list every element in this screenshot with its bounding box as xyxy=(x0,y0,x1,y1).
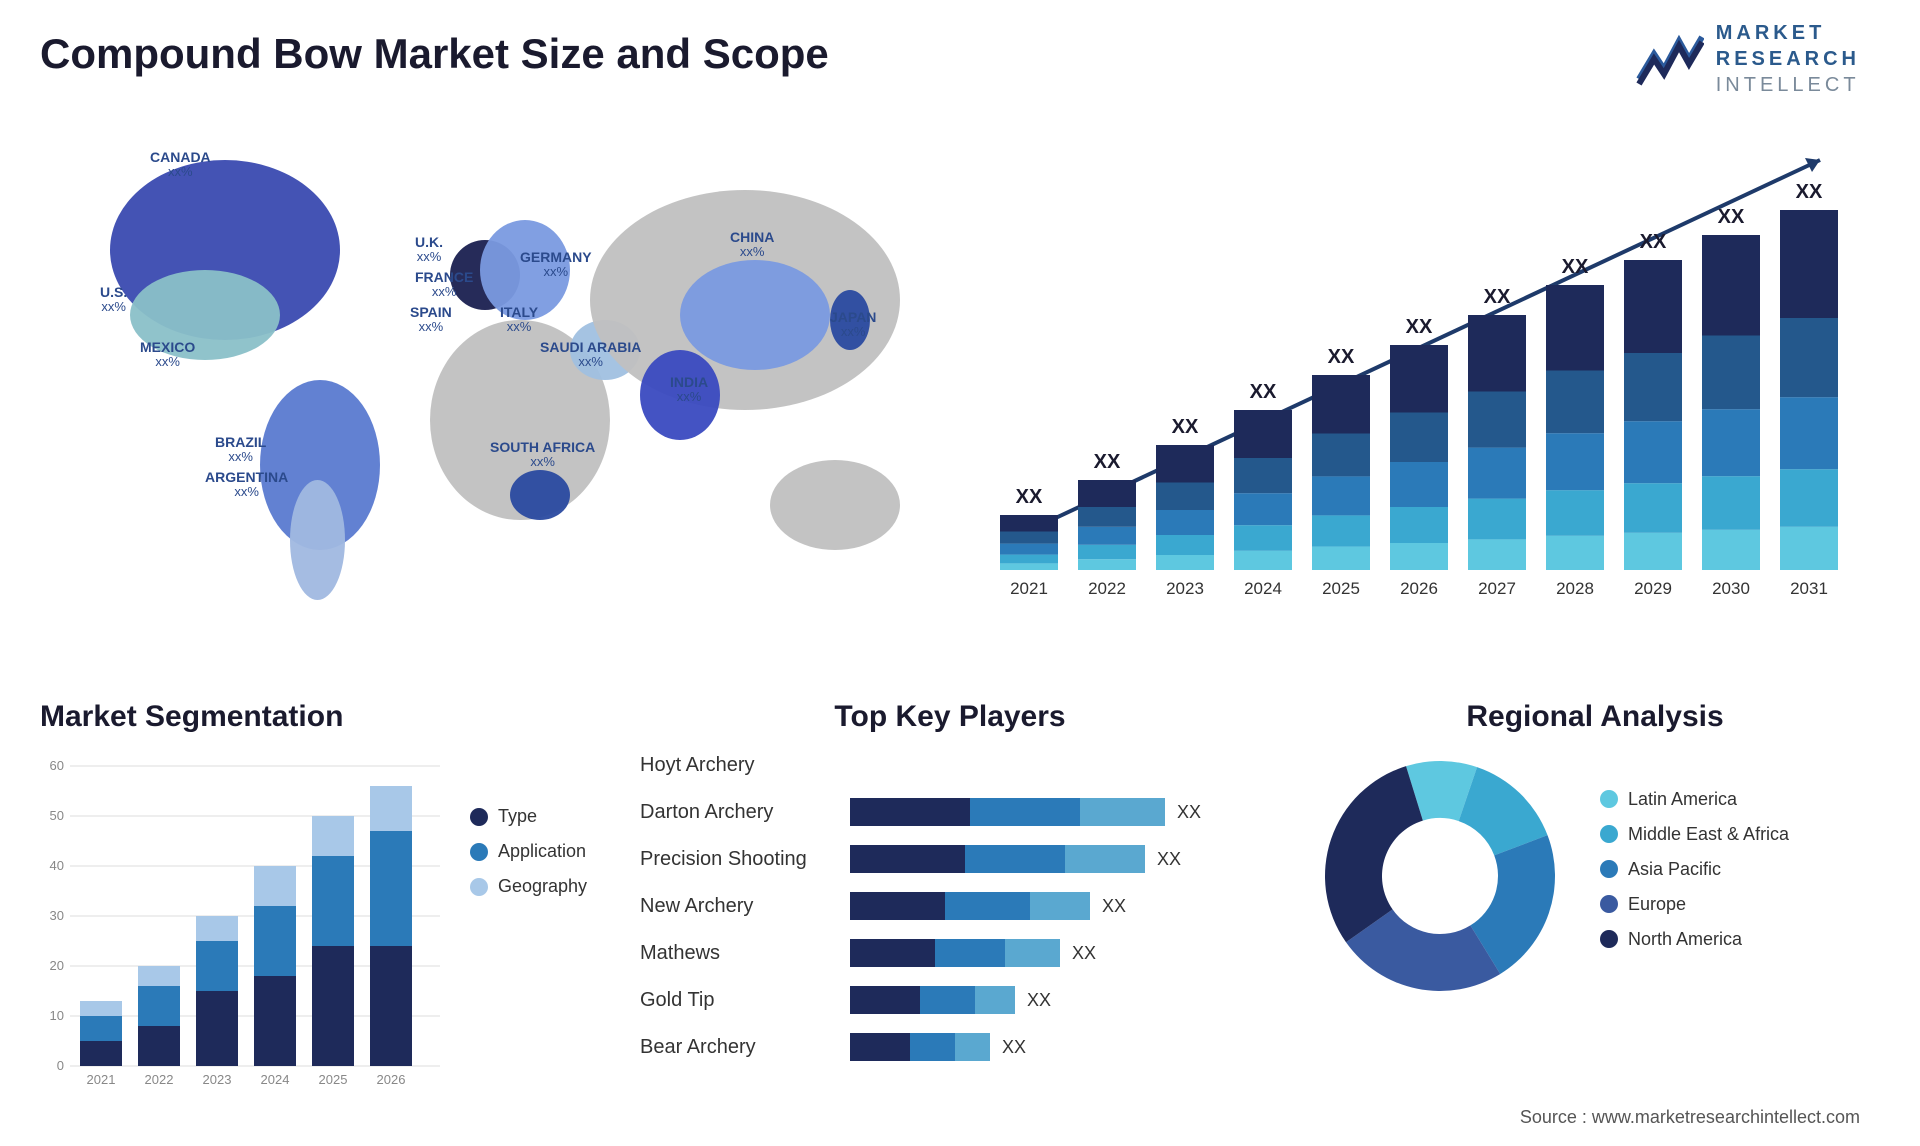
map-label-italy: ITALYxx% xyxy=(500,305,538,335)
svg-text:2023: 2023 xyxy=(203,1072,232,1086)
map-label-south-africa: SOUTH AFRICAxx% xyxy=(490,440,595,470)
page-title: Compound Bow Market Size and Scope xyxy=(40,30,829,78)
svg-text:2026: 2026 xyxy=(1400,579,1438,598)
kp-row-mathews: MathewsXX xyxy=(640,934,1260,972)
map-label-argentina: ARGENTINAxx% xyxy=(205,470,288,500)
map-label-germany: GERMANYxx% xyxy=(520,250,592,280)
reg-legend-europe: Europe xyxy=(1600,894,1789,915)
segmentation-legend: Type Application Geography xyxy=(470,806,587,911)
regional-section: Regional Analysis Latin America Middle Ea… xyxy=(1310,700,1880,1110)
svg-text:30: 30 xyxy=(50,908,64,923)
svg-text:40: 40 xyxy=(50,858,64,873)
svg-text:XX: XX xyxy=(1640,231,1667,253)
keyplayers-chart: Hoyt Archery Darton ArcheryXX Precision Sh… xyxy=(640,746,1260,1066)
svg-text:2021: 2021 xyxy=(87,1072,116,1086)
kp-row-new-archery: New ArcheryXX xyxy=(640,887,1260,925)
svg-text:XX: XX xyxy=(1484,286,1511,308)
reg-legend-asia-pacific: Asia Pacific xyxy=(1600,859,1789,880)
svg-text:60: 60 xyxy=(50,758,64,773)
svg-text:XX: XX xyxy=(1172,416,1199,438)
kp-row-gold-tip: Gold TipXX xyxy=(640,981,1260,1019)
svg-text:XX: XX xyxy=(1718,206,1745,228)
logo-icon xyxy=(1634,29,1704,89)
svg-text:2031: 2031 xyxy=(1790,579,1828,598)
svg-text:20: 20 xyxy=(50,958,64,973)
reg-legend-middle-east-africa: Middle East & Africa xyxy=(1600,824,1789,845)
svg-text:XX: XX xyxy=(1094,451,1121,473)
svg-text:10: 10 xyxy=(50,1008,64,1023)
svg-text:2024: 2024 xyxy=(261,1072,290,1086)
svg-text:XX: XX xyxy=(1796,181,1823,203)
svg-text:2028: 2028 xyxy=(1556,579,1594,598)
kp-row-darton-archery: Darton ArcheryXX xyxy=(640,793,1260,831)
source-citation: Source : www.marketresearchintellect.com xyxy=(1520,1107,1860,1128)
reg-legend-north-america: North America xyxy=(1600,929,1789,950)
brand-logo: MARKET RESEARCH INTELLECT xyxy=(1634,20,1860,98)
map-label-spain: SPAINxx% xyxy=(410,305,452,335)
map-label-india: INDIAxx% xyxy=(670,375,708,405)
map-label-saudi-arabia: SAUDI ARABIAxx% xyxy=(540,340,641,370)
map-label-canada: CANADAxx% xyxy=(150,150,211,180)
svg-text:2024: 2024 xyxy=(1244,579,1282,598)
svg-text:2023: 2023 xyxy=(1166,579,1204,598)
svg-text:2027: 2027 xyxy=(1478,579,1516,598)
map-label-france: FRANCExx% xyxy=(415,270,473,300)
svg-text:XX: XX xyxy=(1406,316,1433,338)
svg-text:2025: 2025 xyxy=(319,1072,348,1086)
svg-text:2029: 2029 xyxy=(1634,579,1672,598)
svg-text:2026: 2026 xyxy=(377,1072,406,1086)
svg-text:XX: XX xyxy=(1328,346,1355,368)
segmentation-title: Market Segmentation xyxy=(40,700,600,734)
segmentation-section: Market Segmentation 0 10 20 30 40 50 60 2021 202… xyxy=(40,700,600,1110)
map-label-mexico: MEXICOxx% xyxy=(140,340,195,370)
regional-legend: Latin America Middle East & Africa Asia Pa… xyxy=(1600,789,1789,964)
regional-donut xyxy=(1310,746,1570,1006)
svg-text:2022: 2022 xyxy=(145,1072,174,1086)
svg-text:50: 50 xyxy=(50,808,64,823)
svg-text:2025: 2025 xyxy=(1322,579,1360,598)
kp-row-bear-archery: Bear ArcheryXX xyxy=(640,1028,1260,1066)
forecast-chart: XX 2021 XX 2022 XX 2023 XX 2024 XX 2025 XX 2026 XX 20… xyxy=(980,130,1860,620)
logo-text: MARKET RESEARCH INTELLECT xyxy=(1716,20,1860,98)
segmentation-chart: 0 10 20 30 40 50 60 2021 2022 2023 2024 2025 2026 xyxy=(40,746,440,1086)
svg-text:XX: XX xyxy=(1562,256,1589,278)
map-label-u.k.: U.K.xx% xyxy=(415,235,443,265)
svg-text:2022: 2022 xyxy=(1088,579,1126,598)
map-label-brazil: BRAZILxx% xyxy=(215,435,266,465)
kp-row-precision-shooting: Precision ShootingXX xyxy=(640,840,1260,878)
map-label-u.s.: U.S.xx% xyxy=(100,285,127,315)
seg-legend-geography: Geography xyxy=(470,876,587,897)
map-label-japan: JAPANxx% xyxy=(830,310,876,340)
svg-text:XX: XX xyxy=(1016,486,1043,508)
world-map: CANADAxx% U.S.xx% MEXICOxx% BRAZILxx% ARGENT… xyxy=(30,130,950,630)
map-label-china: CHINAxx% xyxy=(730,230,774,260)
seg-legend-type: Type xyxy=(470,806,587,827)
svg-text:XX: XX xyxy=(1250,381,1277,403)
svg-text:2021: 2021 xyxy=(1010,579,1048,598)
seg-legend-application: Application xyxy=(470,841,587,862)
map-svg xyxy=(30,130,950,630)
svg-text:0: 0 xyxy=(57,1058,64,1073)
keyplayers-section: Top Key Players Hoyt Archery Darton Arche… xyxy=(640,700,1260,1110)
svg-text:2030: 2030 xyxy=(1712,579,1750,598)
kp-row-hoyt-archery: Hoyt Archery xyxy=(640,746,1260,784)
regional-title: Regional Analysis xyxy=(1310,700,1880,734)
keyplayers-title: Top Key Players xyxy=(640,700,1260,734)
reg-legend-latin-america: Latin America xyxy=(1600,789,1789,810)
